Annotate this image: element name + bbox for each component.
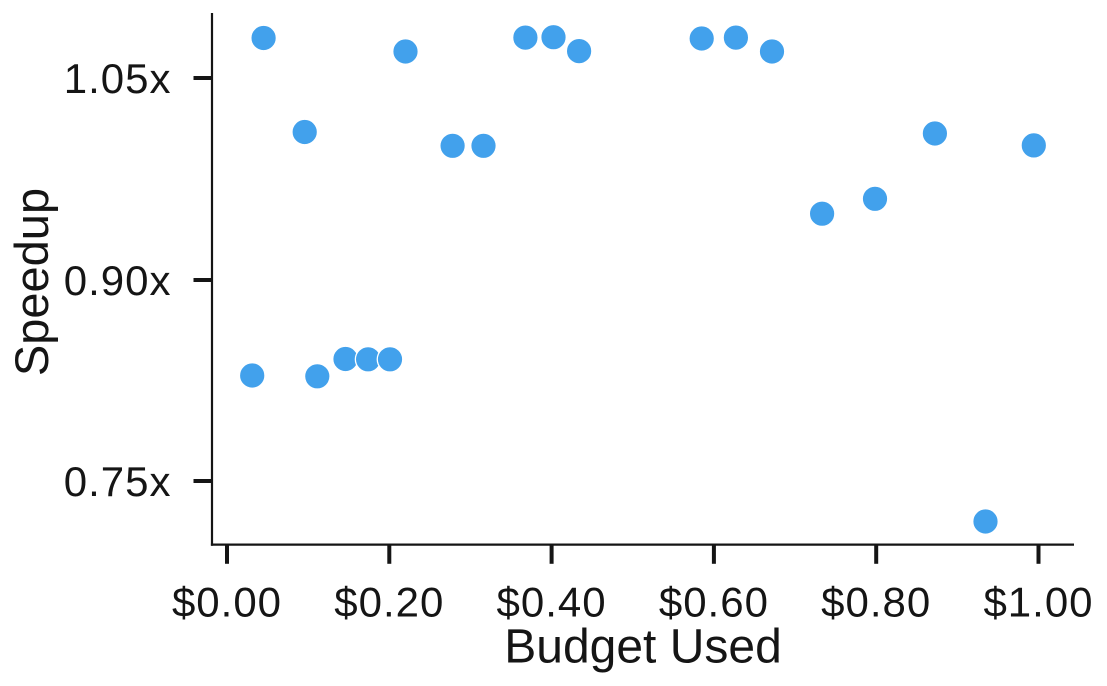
svg-text:0.75x: 0.75x — [64, 458, 172, 505]
svg-text:Budget Used: Budget Used — [504, 620, 782, 673]
svg-text:$0.40: $0.40 — [497, 579, 607, 626]
svg-text:$0.00: $0.00 — [172, 579, 282, 626]
svg-text:1.05x: 1.05x — [64, 55, 172, 102]
svg-text:$0.20: $0.20 — [334, 579, 444, 626]
svg-text:$0.60: $0.60 — [659, 579, 769, 626]
svg-text:0.90x: 0.90x — [64, 257, 172, 304]
svg-text:$0.80: $0.80 — [821, 579, 931, 626]
svg-text:$1.00: $1.00 — [983, 579, 1093, 626]
svg-text:Speedup: Speedup — [5, 188, 58, 376]
